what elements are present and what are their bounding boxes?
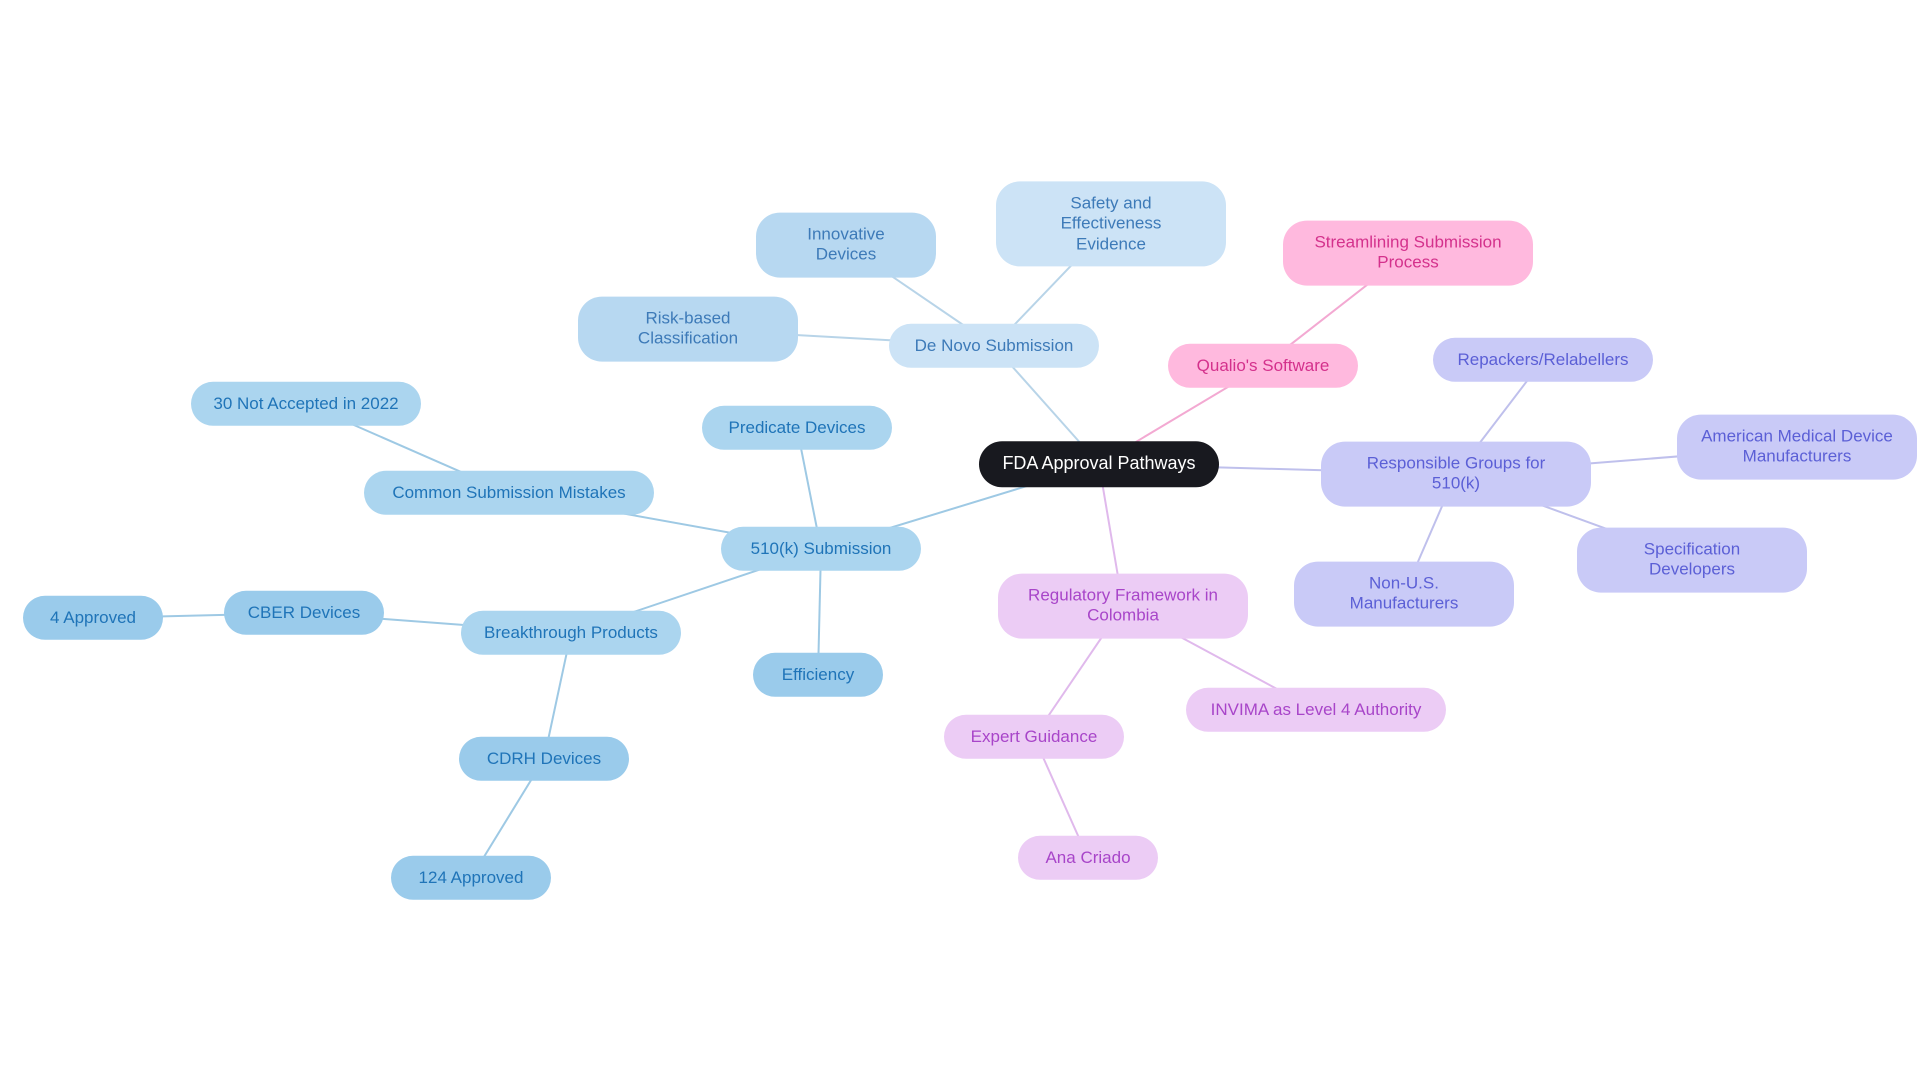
node-expert[interactable]: Expert Guidance (944, 715, 1124, 759)
node-eff[interactable]: Efficiency (753, 653, 883, 697)
node-resp[interactable]: Responsible Groups for 510(k) (1321, 442, 1591, 507)
node-label: CDRH Devices (487, 749, 601, 769)
node-label: FDA Approval Pathways (1002, 453, 1195, 475)
node-common[interactable]: Common Submission Mistakes (364, 471, 654, 515)
node-label: Innovative Devices (778, 225, 914, 266)
node-label: American Medical Device Manufacturers (1701, 427, 1893, 468)
node-label: Expert Guidance (971, 727, 1098, 747)
node-label: 510(k) Submission (751, 539, 892, 559)
mindmap-canvas: FDA Approval Pathways De Novo Submission I… (0, 0, 1920, 1083)
node-label: Predicate Devices (728, 418, 865, 438)
node-label: Specification Developers (1599, 540, 1785, 581)
node-label: 30 Not Accepted in 2022 (213, 394, 398, 414)
node-break[interactable]: Breakthrough Products (461, 611, 681, 655)
node-cdrh[interactable]: CDRH Devices (459, 737, 629, 781)
node-nonus[interactable]: Non-U.S. Manufacturers (1294, 562, 1514, 627)
node-ana[interactable]: Ana Criado (1018, 836, 1158, 880)
node-label: INVIMA as Level 4 Authority (1211, 700, 1422, 720)
node-124app[interactable]: 124 Approved (391, 856, 551, 900)
node-30not[interactable]: 30 Not Accepted in 2022 (191, 382, 421, 426)
node-label: De Novo Submission (915, 336, 1074, 356)
node-label: Risk-based Classification (600, 309, 776, 350)
node-label: Efficiency (782, 665, 854, 685)
node-label: Streamlining Submission Process (1314, 233, 1501, 274)
node-qualio[interactable]: Qualio's Software (1168, 344, 1358, 388)
node-label: Common Submission Mistakes (392, 483, 625, 503)
node-4app[interactable]: 4 Approved (23, 596, 163, 640)
node-label: Safety and Effectiveness Evidence (1018, 193, 1204, 254)
node-label: 4 Approved (50, 608, 136, 628)
node-510k[interactable]: 510(k) Submission (721, 527, 921, 571)
node-repack[interactable]: Repackers/Relabellers (1433, 338, 1653, 382)
node-risk[interactable]: Risk-based Classification (578, 297, 798, 362)
node-colom[interactable]: Regulatory Framework in Colombia (998, 574, 1248, 639)
node-stream[interactable]: Streamlining Submission Process (1283, 221, 1533, 286)
node-label: 124 Approved (419, 868, 524, 888)
node-label: Responsible Groups for 510(k) (1343, 454, 1569, 495)
node-denovo[interactable]: De Novo Submission (889, 324, 1099, 368)
node-label: Repackers/Relabellers (1457, 350, 1628, 370)
node-amdm[interactable]: American Medical Device Manufacturers (1677, 415, 1917, 480)
node-label: Regulatory Framework in Colombia (1028, 586, 1218, 627)
node-label: CBER Devices (248, 603, 360, 623)
node-label: Breakthrough Products (484, 623, 658, 643)
node-cber[interactable]: CBER Devices (224, 591, 384, 635)
node-invima[interactable]: INVIMA as Level 4 Authority (1186, 688, 1446, 732)
node-root[interactable]: FDA Approval Pathways (979, 441, 1219, 487)
node-label: Qualio's Software (1197, 356, 1330, 376)
node-pred[interactable]: Predicate Devices (702, 406, 892, 450)
node-label: Non-U.S. Manufacturers (1316, 574, 1492, 615)
node-innov[interactable]: Innovative Devices (756, 213, 936, 278)
node-safety[interactable]: Safety and Effectiveness Evidence (996, 181, 1226, 266)
node-spec[interactable]: Specification Developers (1577, 528, 1807, 593)
node-label: Ana Criado (1045, 848, 1130, 868)
